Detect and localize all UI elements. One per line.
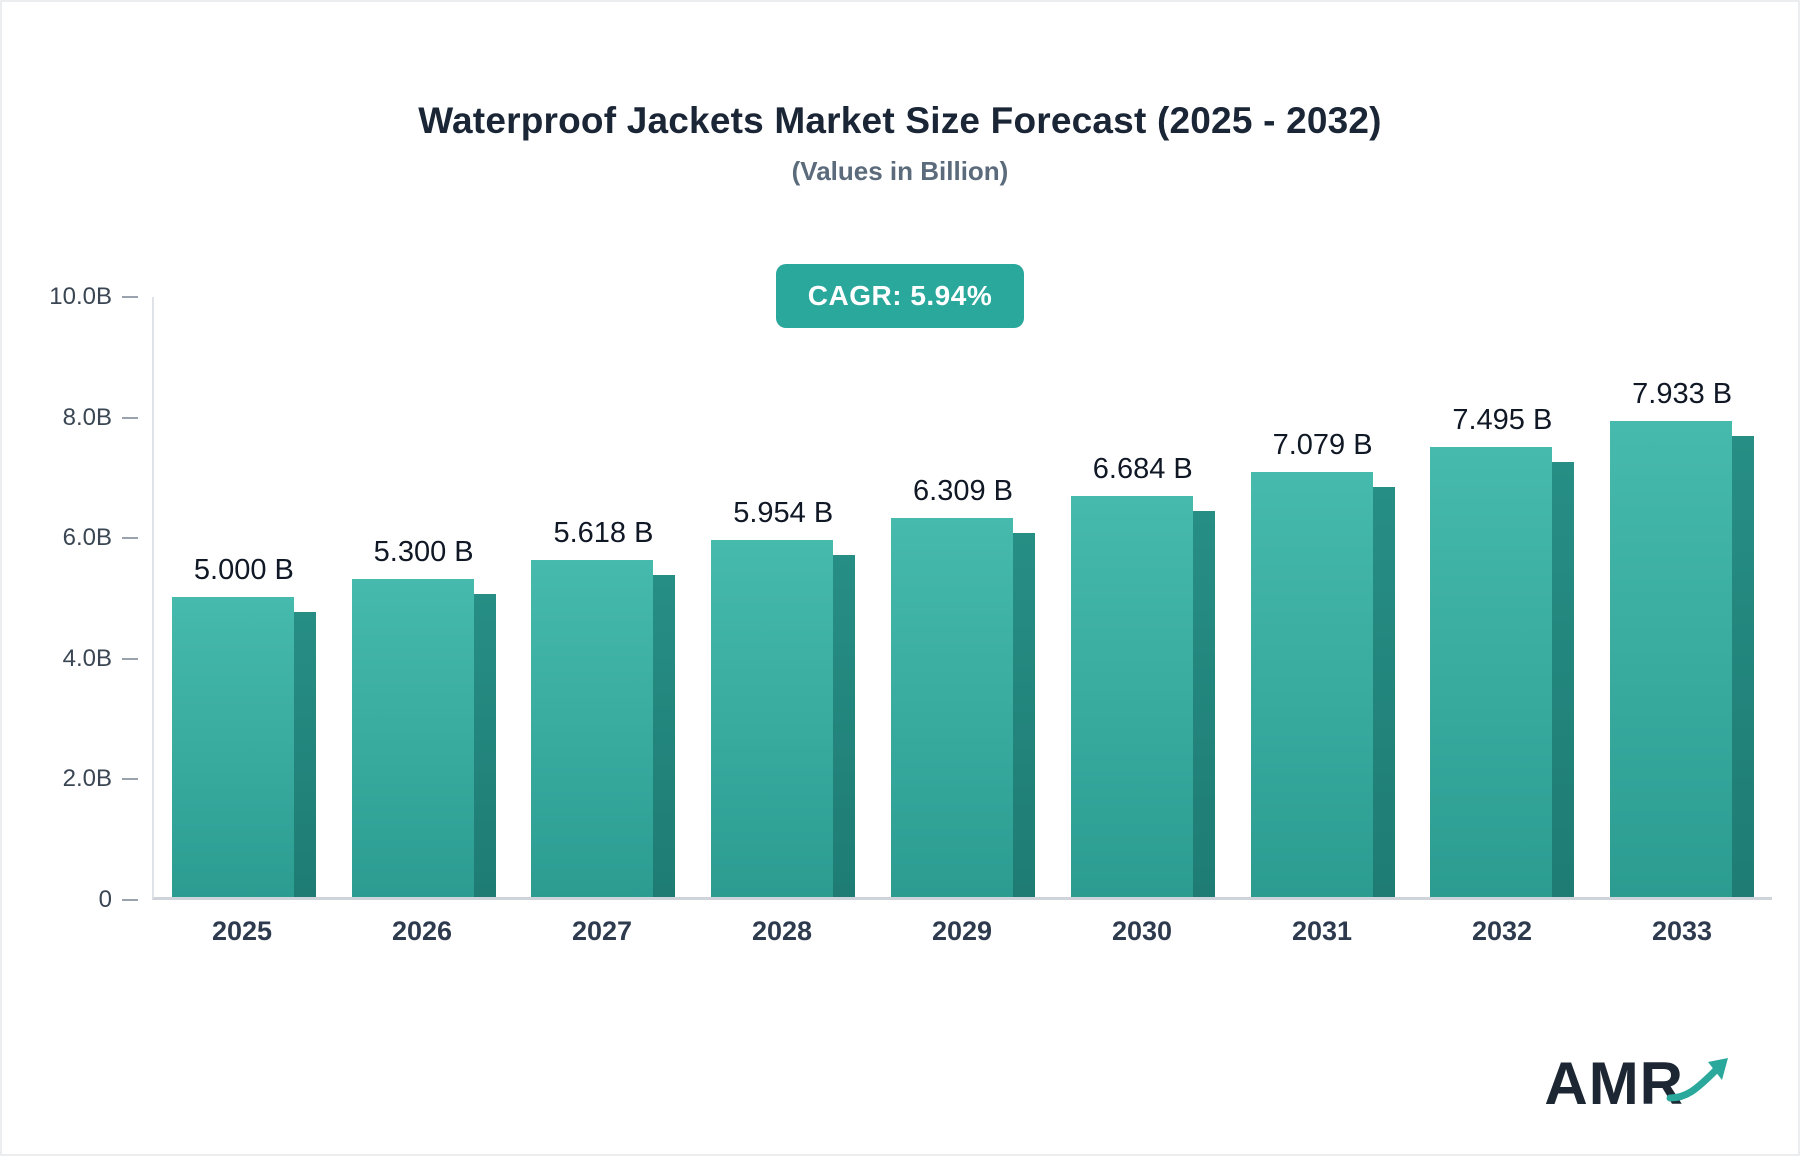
x-axis-label: 2029 [931, 916, 993, 946]
x-axis-label: 2027 [571, 916, 633, 946]
bar-front-face [1430, 447, 1553, 897]
y-axis-tick-label: 6.0B [62, 524, 112, 552]
bar-front-face [531, 560, 654, 897]
bar-column: 5.300 B [334, 297, 514, 897]
plot-area: 5.000 B 5.300 B 5.618 B 5.954 B 6.309 B 6.684… [152, 297, 1772, 900]
bar-column: 5.618 B [514, 297, 694, 897]
y-axis-tick-label: 8.0B [62, 403, 112, 431]
bar [891, 518, 1036, 897]
bar [1070, 496, 1215, 897]
bar-value-label: 6.684 B [1092, 453, 1193, 485]
bar-front-face [711, 540, 834, 897]
x-axis-label: 2025 [211, 916, 273, 946]
bar [711, 540, 856, 897]
bar-side-face [1192, 511, 1215, 897]
bar-front-face [1610, 421, 1733, 897]
bar-column: 5.000 B [154, 297, 334, 897]
bar-side-face [473, 594, 496, 897]
bar-value-label: 7.933 B [1632, 378, 1733, 410]
bar-column: 7.933 B [1592, 297, 1772, 897]
bar-side-face [1372, 487, 1395, 897]
amr-logo-text: AMR [1544, 1050, 1684, 1117]
y-axis-tick-label: 2.0B [62, 765, 112, 793]
bar-value-label: 5.954 B [733, 497, 834, 529]
bar-value-label: 6.309 B [913, 475, 1013, 507]
bar-front-face [1250, 472, 1373, 897]
bar-column: 7.079 B [1233, 297, 1413, 897]
bar-value-label: 7.495 B [1452, 404, 1553, 436]
y-axis-tick: 6.0B [2, 524, 138, 552]
bar-column: 6.309 B [873, 297, 1053, 897]
bar-side-face [653, 575, 676, 897]
chart-title: Waterproof Jackets Market Size Forecast … [418, 100, 1382, 141]
y-axis-tick-label: 0 [98, 886, 112, 913]
x-axis-label: 2030 [1111, 916, 1173, 946]
bar-value-label: 5.000 B [193, 554, 294, 586]
bar [171, 597, 316, 897]
bar-column: 7.495 B [1412, 297, 1592, 897]
y-axis-tick-mark [122, 296, 138, 298]
bar-side-face [293, 612, 316, 897]
bar [531, 560, 676, 897]
chart-region: 5.000 B 5.300 B 5.618 B 5.954 B 6.309 B 6.684… [49, 283, 1772, 913]
bar-side-face [1732, 436, 1755, 897]
y-axis-tick-mark [122, 899, 138, 901]
amr-logo: AMR [1544, 1049, 1736, 1118]
x-axis-label: 2033 [1651, 916, 1713, 946]
bar [351, 579, 496, 897]
bar-side-face [1013, 533, 1036, 897]
bar-value-label: 7.079 B [1272, 429, 1373, 461]
bar-column: 6.684 B [1053, 297, 1233, 897]
y-axis-tick: 0 [2, 886, 138, 914]
bar [1610, 421, 1755, 897]
x-axis-label: 2026 [391, 916, 453, 946]
bar [1430, 447, 1575, 897]
y-axis-tick: 2.0B [2, 765, 138, 793]
cagr-badge-container: CAGR: 5.94% [2, 264, 1798, 328]
x-axis-label: 2028 [751, 916, 813, 946]
y-axis-tick-mark [122, 657, 138, 660]
chart-subtitle: (Values in Billion) [791, 156, 1009, 186]
y-axis-tick-mark [122, 537, 138, 540]
y-axis-tick: 8.0B [2, 404, 138, 432]
x-axis-labels: 2025 2026 2027 2028 2029 2030 2031 2032 2033 [152, 916, 1772, 947]
x-axis-label: 2031 [1291, 916, 1353, 946]
bar-front-face [891, 518, 1014, 897]
y-axis-tick: 4.0B [2, 645, 138, 673]
y-axis-tick: 10.0B [2, 283, 138, 311]
cagr-badge: CAGR: 5.94% [775, 264, 1025, 328]
growth-arrow-icon [1666, 1057, 1728, 1101]
bar-value-label: 5.300 B [373, 536, 474, 568]
bar-front-face [171, 597, 294, 897]
bar-value-label: 5.618 B [553, 517, 654, 549]
bar-front-face [351, 579, 474, 897]
x-axis-label: 2032 [1471, 916, 1533, 946]
bar-front-face [1070, 496, 1193, 897]
y-axis-tick-label: 4.0B [62, 644, 112, 672]
y-axis-tick-mark [122, 778, 138, 781]
y-axis-tick-mark [122, 416, 138, 419]
bar-column: 5.954 B [693, 297, 873, 897]
bar [1250, 472, 1395, 897]
y-axis-tick-label: 10.0B [49, 283, 112, 310]
bar-side-face [833, 555, 856, 897]
bar-side-face [1552, 462, 1575, 897]
